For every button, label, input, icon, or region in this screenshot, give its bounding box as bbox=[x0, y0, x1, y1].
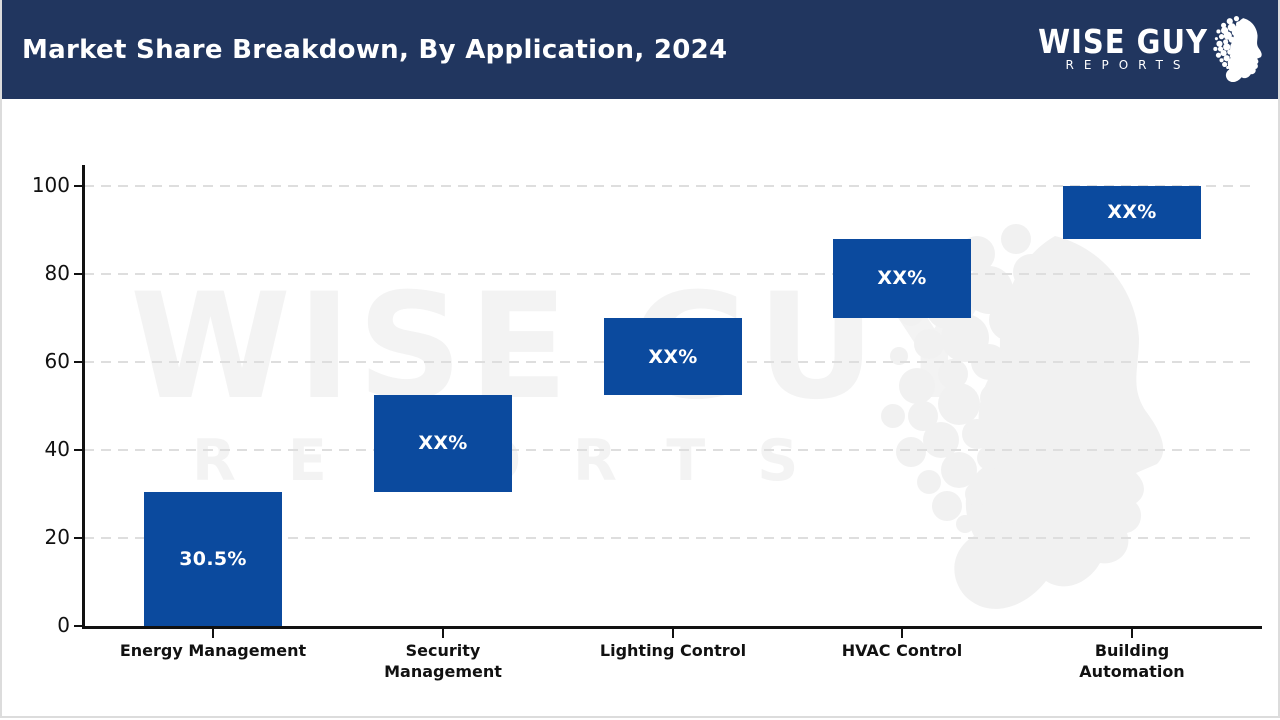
y-tick-label-60: 60 bbox=[44, 349, 70, 373]
wise-guy-logo: WISE GUY REPORTS bbox=[1038, 14, 1264, 86]
logo-text: WISE GUY REPORTS bbox=[1038, 22, 1208, 73]
y-axis bbox=[82, 165, 85, 627]
x-axis bbox=[82, 626, 1262, 629]
x-tick-hvac-control bbox=[901, 629, 903, 638]
x-label-lighting-control: Lighting Control bbox=[558, 640, 788, 661]
bar-hvac-control: XX% bbox=[833, 238, 971, 318]
bar-security-management: XX% bbox=[374, 395, 512, 492]
logo-subtitle: REPORTS bbox=[1065, 58, 1191, 72]
y-tick-label-100: 100 bbox=[31, 173, 70, 197]
bar-value-label: XX% bbox=[648, 345, 698, 368]
watermark-subtitle: REPORTS bbox=[192, 428, 851, 494]
bar-energy-management: 30.5% bbox=[144, 491, 282, 626]
y-tick-20 bbox=[74, 537, 82, 539]
x-label-line: HVAC Control bbox=[841, 641, 963, 660]
y-tick-label-80: 80 bbox=[44, 261, 70, 285]
x-tick-security-management bbox=[442, 629, 444, 638]
x-tick-lighting-control bbox=[672, 629, 674, 638]
bar-value-label: XX% bbox=[877, 267, 927, 290]
bar-value-label: XX% bbox=[1107, 201, 1157, 224]
bar-lighting-control: XX% bbox=[604, 318, 742, 395]
x-label-line: Lighting Control bbox=[599, 641, 747, 660]
header: Market Share Breakdown, By Application, … bbox=[2, 0, 1278, 99]
x-label-line: Automation bbox=[1079, 662, 1185, 681]
y-tick-100 bbox=[74, 185, 82, 187]
x-label-line: Management bbox=[384, 662, 502, 681]
y-tick-label-40: 40 bbox=[44, 437, 70, 461]
x-tick-building-automation bbox=[1131, 629, 1133, 638]
y-tick-0 bbox=[74, 625, 82, 627]
bar-value-label: 30.5% bbox=[179, 547, 247, 570]
y-tick-label-20: 20 bbox=[44, 525, 70, 549]
page-title: Market Share Breakdown, By Application, … bbox=[22, 34, 728, 65]
gridline-20 bbox=[84, 537, 1254, 539]
x-label-security-management: Security Management bbox=[328, 640, 558, 682]
x-label-line: Energy Management bbox=[119, 641, 307, 660]
bar-building-automation: XX% bbox=[1063, 186, 1201, 239]
y-tick-60 bbox=[74, 361, 82, 363]
logo-wordmark: WISE GUY bbox=[1038, 22, 1208, 62]
gridline-100 bbox=[84, 185, 1254, 187]
logo-head-icon bbox=[1212, 14, 1264, 86]
y-tick-label-0: 0 bbox=[57, 613, 70, 637]
x-label-line: Building bbox=[1094, 641, 1170, 660]
x-label-hvac-control: HVAC Control bbox=[787, 640, 1017, 661]
x-tick-energy-management bbox=[212, 629, 214, 638]
gridline-40 bbox=[84, 449, 1254, 451]
x-label-energy-management: Energy Management bbox=[98, 640, 328, 661]
bar-value-label: XX% bbox=[418, 432, 468, 455]
y-tick-40 bbox=[74, 449, 82, 451]
gridline-80 bbox=[84, 273, 1254, 275]
x-label-building-automation: Building Automation bbox=[1017, 640, 1247, 682]
x-label-line: Security bbox=[405, 641, 481, 660]
y-tick-80 bbox=[74, 273, 82, 275]
